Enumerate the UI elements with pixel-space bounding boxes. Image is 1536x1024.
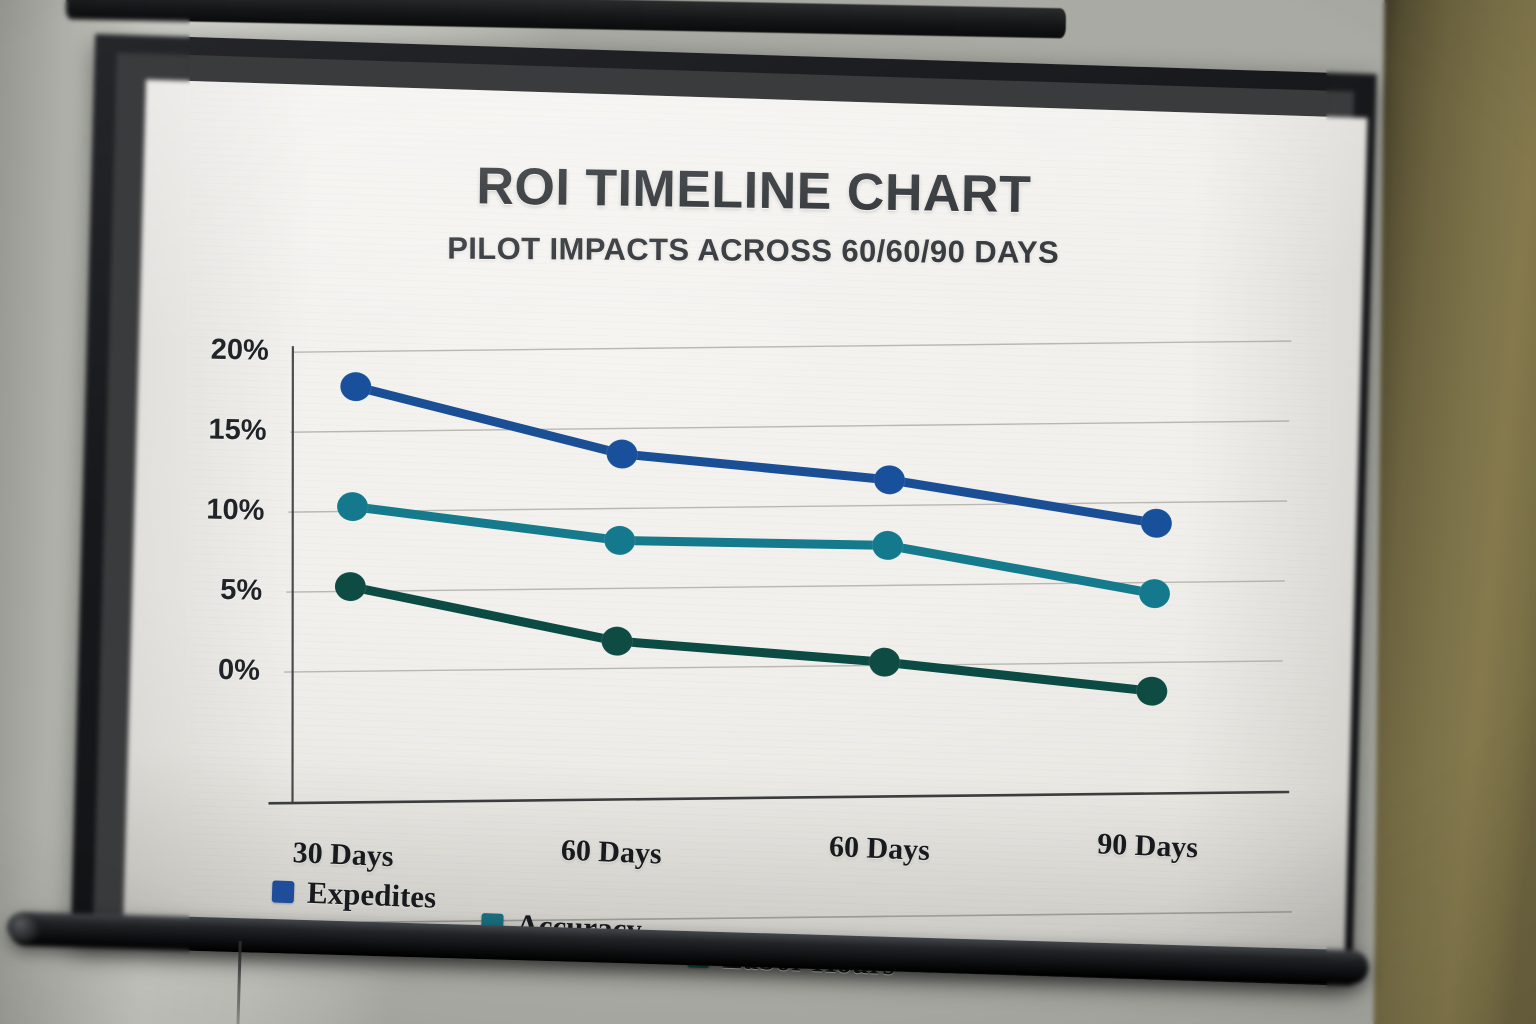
data-point-marker[interactable] [1135,676,1168,707]
x-axis-tick-label: 60 Days [560,833,663,871]
data-point-marker[interactable] [603,525,636,556]
legend-label: Expedites [306,874,437,915]
wall-right [1373,0,1536,1024]
data-point-marker[interactable] [1138,578,1171,609]
y-axis-tick-label: 10% [206,493,265,527]
gridline [292,340,1292,353]
y-axis-tick-label: 5% [220,573,263,607]
screen-roller-bar [65,0,1067,39]
screen-bezel: ROI TIMELINE CHART PILOT IMPACTS ACROSS … [70,33,1377,986]
legend-divider-rule [241,911,1292,925]
x-axis-tick-label: 30 Days [292,836,395,874]
y-axis-tick-label: 20% [210,333,270,367]
data-point-marker[interactable] [871,530,904,561]
plot-area: 20% 15% 10% 5% 0% 30 Days 60 Days 60 Days 90 Day… [206,322,1292,925]
projector-screen-assembly: ROI TIMELINE CHART PILOT IMPACTS ACROSS … [6,0,1377,1024]
data-point-marker[interactable] [606,439,639,470]
gridline [288,500,1288,513]
screen-pull-cord[interactable] [235,940,242,1024]
plot-svg [241,340,1292,925]
data-point-marker[interactable] [868,647,901,678]
x-axis-tick-label: 60 Days [828,830,931,868]
data-point-marker[interactable] [601,626,634,657]
data-point-marker[interactable] [1140,508,1173,539]
data-point-marker[interactable] [334,571,367,602]
legend-swatch-icon [271,880,295,904]
data-point-marker[interactable] [339,371,372,402]
y-axis-tick-label: 0% [217,653,261,687]
screen-bezel-inner: ROI TIMELINE CHART PILOT IMPACTS ACROSS … [93,52,1368,981]
x-axis-tick-label: 90 Days [1096,827,1199,865]
series-line-expedites [351,382,1161,528]
y-axis-tick-label: 15% [208,413,267,447]
x-axis-line [268,790,1290,805]
legend-item-expedites[interactable]: Expedites [271,873,437,915]
gridline [290,420,1290,433]
series-line-accuracy [348,502,1159,599]
projection-surface: ROI TIMELINE CHART PILOT IMPACTS ACROSS … [122,79,1368,981]
chart-container: ROI TIMELINE CHART PILOT IMPACTS ACROSS … [123,80,1368,981]
data-point-marker[interactable] [873,464,906,495]
data-point-marker[interactable] [336,491,369,522]
y-axis-line [291,346,294,804]
gridline [284,660,1283,673]
series-line-labor-hours [345,582,1157,696]
